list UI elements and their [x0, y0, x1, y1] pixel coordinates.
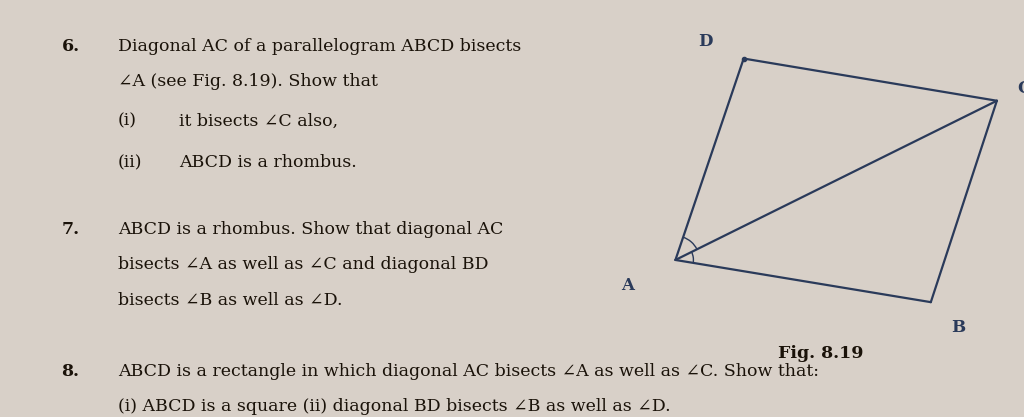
- Text: (i): (i): [118, 113, 137, 130]
- Text: (ii): (ii): [118, 154, 142, 171]
- Text: 8.: 8.: [61, 363, 80, 380]
- Text: bisects ∠A as well as ∠C and diagonal BD: bisects ∠A as well as ∠C and diagonal BD: [118, 256, 488, 274]
- Text: C: C: [1018, 80, 1024, 97]
- Text: Fig. 8.19: Fig. 8.19: [778, 344, 863, 362]
- Text: ABCD is a rectangle in which diagonal AC bisects ∠A as well as ∠C. Show that:: ABCD is a rectangle in which diagonal AC…: [118, 363, 819, 380]
- Text: ABCD is a rhombus.: ABCD is a rhombus.: [179, 154, 357, 171]
- Text: 6.: 6.: [61, 38, 80, 55]
- Text: it bisects ∠C also,: it bisects ∠C also,: [179, 113, 338, 130]
- Text: D: D: [698, 33, 713, 50]
- Text: ABCD is a rhombus. Show that diagonal AC: ABCD is a rhombus. Show that diagonal AC: [118, 221, 503, 238]
- Text: 7.: 7.: [61, 221, 80, 238]
- Text: B: B: [951, 319, 966, 336]
- Text: (i) ABCD is a square (ii) diagonal BD bisects ∠B as well as ∠D.: (i) ABCD is a square (ii) diagonal BD bi…: [118, 398, 671, 415]
- Text: ∠A (see Fig. 8.19). Show that: ∠A (see Fig. 8.19). Show that: [118, 73, 378, 90]
- Text: bisects ∠B as well as ∠D.: bisects ∠B as well as ∠D.: [118, 292, 342, 309]
- Text: Diagonal AC of a parallelogram ABCD bisects: Diagonal AC of a parallelogram ABCD bise…: [118, 38, 521, 55]
- Text: A: A: [622, 276, 635, 294]
